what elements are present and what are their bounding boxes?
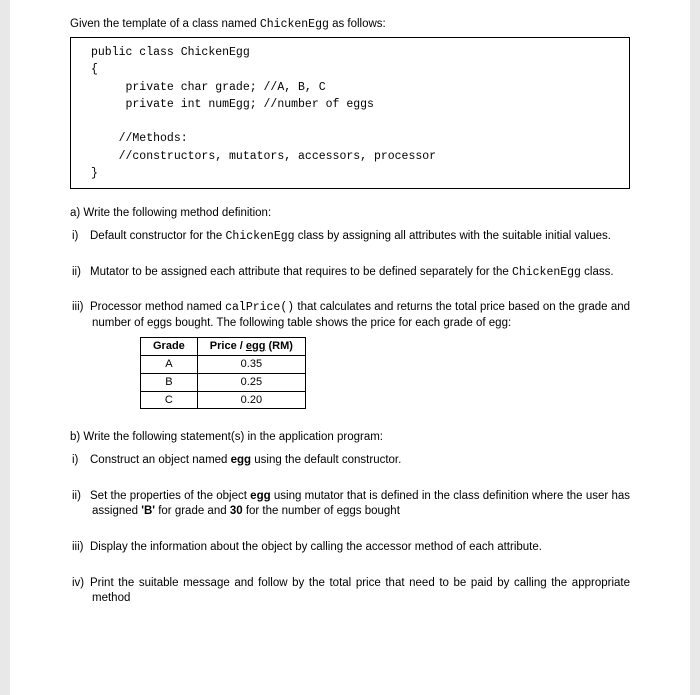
item-text: Print the suitable message and follow by… — [90, 577, 630, 605]
item-text: Display the information about the object… — [90, 541, 542, 553]
item-a-iii: iii)Processor method named calPrice() th… — [92, 300, 630, 409]
item-text: Mutator to be assigned each attribute th… — [90, 266, 512, 278]
item-text: class by assigning all attributes with t… — [295, 230, 611, 242]
item-text: using the default constructor. — [251, 454, 401, 466]
item-num: iii) — [72, 300, 90, 316]
item-num: ii) — [72, 265, 90, 281]
item-num: ii) — [72, 489, 90, 505]
item-text: Processor method named — [90, 301, 225, 313]
item-a-ii: ii)Mutator to be assigned each attribute… — [92, 265, 630, 281]
intro-class: ChickenEgg — [260, 18, 329, 31]
item-num: iv) — [72, 576, 90, 592]
code-box: public class ChickenEgg { private char g… — [70, 37, 630, 189]
table-cell: 0.35 — [197, 355, 305, 373]
item-mono: ChickenEgg — [512, 266, 581, 279]
item-mono: calPrice() — [225, 301, 294, 314]
section-b-heading: b) Write the following statement(s) in t… — [70, 431, 630, 443]
code-line: //constructors, mutators, accessors, pro… — [91, 150, 436, 163]
section-a-heading: a) Write the following method definition… — [70, 207, 630, 219]
table-row: B 0.25 — [141, 373, 306, 391]
table-row: A 0.35 — [141, 355, 306, 373]
table-cell: 0.20 — [197, 391, 305, 409]
intro-suffix: as follows: — [329, 18, 386, 30]
table-row: C 0.20 — [141, 391, 306, 409]
item-text: class. — [581, 266, 614, 278]
intro-prefix: Given the template of a class named — [70, 18, 260, 30]
table-cell: 0.25 — [197, 373, 305, 391]
item-text: Set the properties of the object — [90, 490, 250, 502]
item-text: for grade and — [155, 505, 230, 517]
code-line: { — [91, 63, 98, 76]
code-line: private int numEgg; //number of eggs — [91, 98, 374, 111]
item-b-i: i)Construct an object named egg using th… — [92, 453, 630, 469]
price-table: Grade Price / egg (RM) A 0.35 B 0.25 C 0… — [140, 337, 306, 409]
item-num: i) — [72, 229, 90, 245]
item-a-i: i)Default constructor for the ChickenEgg… — [92, 229, 630, 245]
table-cell: C — [141, 391, 198, 409]
code-line: } — [91, 167, 98, 180]
item-mono: ChickenEgg — [226, 230, 295, 243]
item-text: for the number of eggs bought — [243, 505, 400, 517]
item-b-iv: iv)Print the suitable message and follow… — [92, 576, 630, 607]
item-b-iii: iii)Display the information about the ob… — [92, 540, 630, 556]
item-bold: 'B' — [141, 505, 155, 517]
item-bold: egg — [231, 454, 251, 466]
item-b-ii: ii)Set the properties of the object egg … — [92, 489, 630, 520]
table-cell: B — [141, 373, 198, 391]
code-line: public class ChickenEgg — [91, 46, 250, 59]
document-page: Given the template of a class named Chic… — [10, 0, 690, 695]
table-header: Grade — [141, 338, 198, 356]
item-bold: egg — [250, 490, 270, 502]
item-text: Default constructor for the — [90, 230, 226, 242]
intro-line: Given the template of a class named Chic… — [70, 18, 630, 31]
item-text: Construct an object named — [90, 454, 231, 466]
item-bold: 30 — [230, 505, 243, 517]
code-line: private char grade; //A, B, C — [91, 81, 326, 94]
table-header-row: Grade Price / egg (RM) — [141, 338, 306, 356]
table-header: Price / egg (RM) — [197, 338, 305, 356]
table-cell: A — [141, 355, 198, 373]
item-num: i) — [72, 453, 90, 469]
code-line: //Methods: — [91, 132, 188, 145]
item-num: iii) — [72, 540, 90, 556]
